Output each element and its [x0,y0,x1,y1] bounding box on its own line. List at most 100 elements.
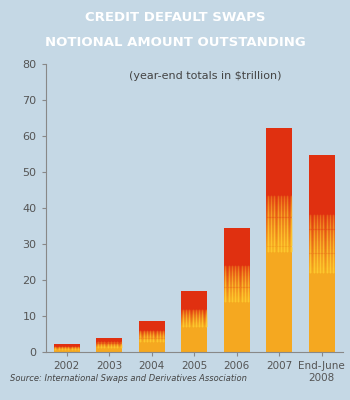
Bar [224,271,250,272]
Bar [224,265,250,266]
Bar [224,278,250,279]
Bar [266,241,293,242]
Bar [266,196,293,197]
Bar [309,256,335,257]
Bar [309,263,335,264]
Bar [224,286,250,287]
Bar [309,269,335,270]
Bar [224,297,250,298]
Bar [309,260,335,261]
Bar [266,195,293,196]
Bar [224,284,250,285]
Bar [309,273,335,352]
Bar [309,240,335,241]
Bar [266,213,293,214]
Bar [224,228,250,265]
Bar [309,218,335,219]
Bar [266,209,293,210]
Bar [224,302,250,352]
Bar [309,226,335,227]
Bar [309,222,335,223]
Bar [309,221,335,222]
Bar [181,291,208,309]
Bar [266,216,293,217]
Bar [266,219,293,220]
Bar [266,206,293,207]
Bar [266,208,293,209]
Bar [309,237,335,238]
Bar [309,215,335,216]
Bar [309,214,335,215]
Bar [309,231,335,232]
Bar [309,257,335,258]
Bar [309,232,335,233]
Bar [224,295,250,296]
Bar [309,251,335,252]
Text: NOTIONAL AMOUNT OUTSTANDING: NOTIONAL AMOUNT OUTSTANDING [45,36,305,49]
Bar [224,269,250,270]
Bar [224,266,250,267]
Bar [266,238,293,239]
Bar [266,235,293,236]
Bar [266,215,293,216]
Bar [224,300,250,301]
Bar [309,262,335,263]
Bar [266,245,293,246]
Bar [224,276,250,277]
Bar [309,266,335,267]
Bar [309,241,335,242]
Bar [224,288,250,289]
Bar [266,218,293,219]
Bar [266,227,293,228]
Bar [266,224,293,225]
Bar [224,301,250,302]
Bar [266,233,293,234]
Bar [266,201,293,202]
Bar [309,265,335,266]
Bar [266,204,293,205]
Bar [224,281,250,282]
Bar [309,259,335,260]
Bar [309,252,335,253]
Bar [309,242,335,243]
Bar [309,216,335,217]
Bar [224,299,250,300]
Bar [224,279,250,280]
Bar [309,239,335,240]
Bar [266,214,293,215]
Bar [309,258,335,259]
Bar [309,233,335,234]
Bar [224,275,250,276]
Bar [266,232,293,233]
Bar [266,229,293,230]
Bar [309,268,335,269]
Bar [309,261,335,262]
Bar [266,221,293,222]
Bar [224,267,250,268]
Bar [266,231,293,232]
Bar [309,272,335,273]
Bar [266,242,293,243]
Bar [309,227,335,228]
Bar [266,246,293,247]
Bar [266,128,293,195]
Bar [266,249,293,250]
Bar [309,253,335,254]
Bar [54,344,80,346]
Bar [224,280,250,281]
Bar [309,224,335,225]
Text: CREDIT DEFAULT SWAPS: CREDIT DEFAULT SWAPS [85,11,265,24]
Bar [309,225,335,226]
Bar [224,298,250,299]
Bar [309,250,335,251]
Bar [266,244,293,245]
Bar [266,234,293,235]
Bar [309,255,335,256]
Bar [309,236,335,237]
Bar [224,285,250,286]
Bar [224,293,250,294]
Bar [309,223,335,224]
Bar [266,212,293,213]
Bar [309,238,335,239]
Bar [224,294,250,295]
